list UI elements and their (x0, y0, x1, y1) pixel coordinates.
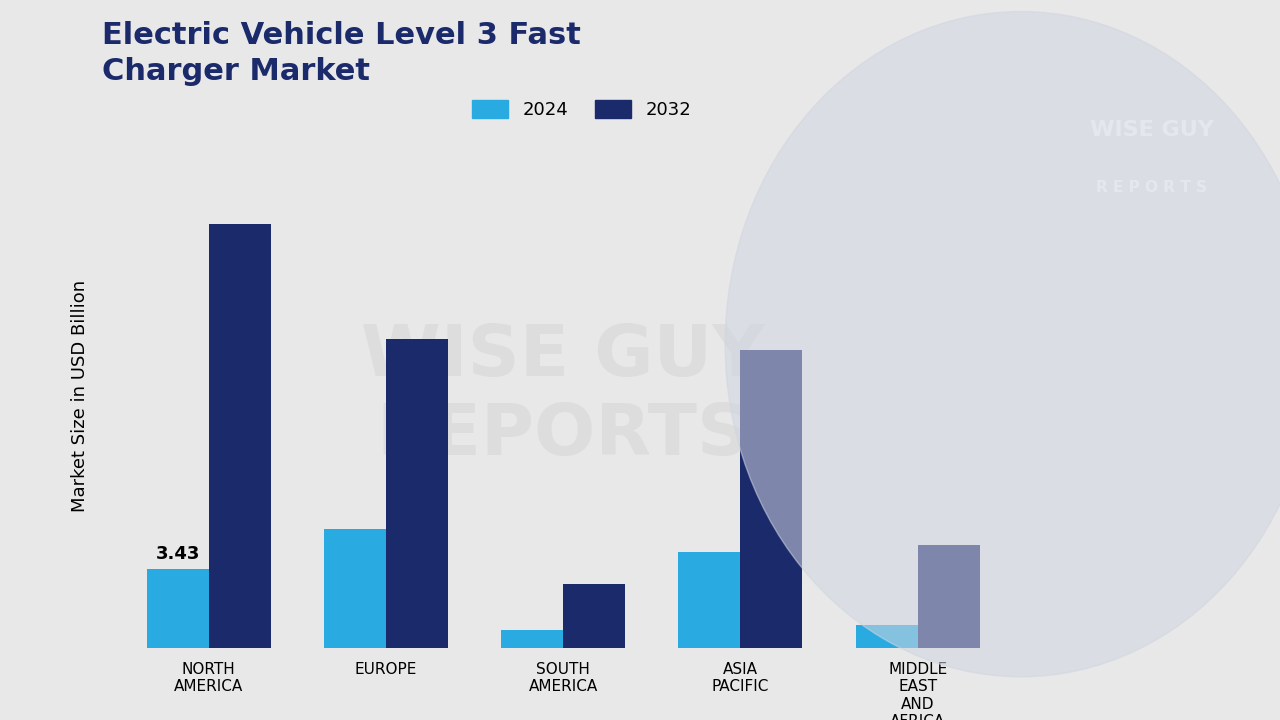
Bar (387, 338, 448, 648)
Bar (324, 529, 387, 648)
Y-axis label: Market Size in USD Billion: Market Size in USD Billion (70, 280, 88, 512)
Bar (563, 584, 625, 648)
Bar (678, 552, 740, 648)
Bar (918, 545, 979, 648)
Text: Electric Vehicle Level 3 Fast
Charger Market: Electric Vehicle Level 3 Fast Charger Ma… (102, 22, 581, 86)
Text: 3.43: 3.43 (156, 544, 200, 562)
Text: WISE GUY
REPORTS: WISE GUY REPORTS (361, 322, 765, 470)
Bar (502, 630, 563, 648)
Bar (740, 350, 803, 648)
Text: R E P O R T S: R E P O R T S (1097, 180, 1207, 194)
Bar (855, 625, 918, 648)
Bar (209, 224, 271, 648)
Bar (147, 570, 209, 648)
Circle shape (724, 12, 1280, 677)
Legend: 2024, 2032: 2024, 2032 (465, 93, 699, 126)
Text: WISE GUY: WISE GUY (1091, 120, 1213, 140)
